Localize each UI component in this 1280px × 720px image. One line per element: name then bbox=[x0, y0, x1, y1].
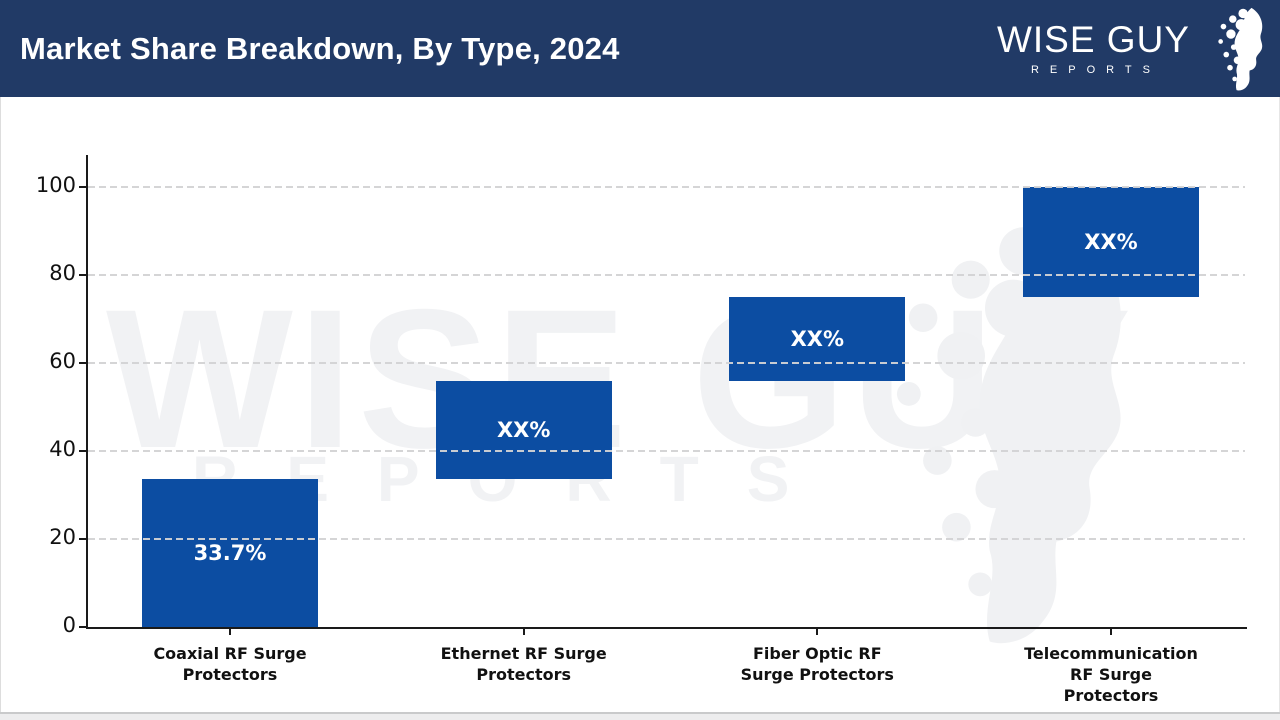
y-tick-mark bbox=[79, 362, 86, 364]
gridline bbox=[88, 362, 1245, 364]
bar-value-label: XX% bbox=[790, 326, 845, 351]
waterfall-bar: XX% bbox=[729, 297, 906, 381]
gridline bbox=[88, 450, 1245, 452]
y-tick-mark bbox=[79, 626, 86, 628]
x-tick-mark bbox=[229, 629, 231, 635]
y-tick-mark bbox=[79, 450, 86, 452]
x-axis-category-label: Ethernet RF Surge Protectors bbox=[440, 644, 607, 684]
y-tick-label: 0 bbox=[62, 613, 76, 637]
y-tick-label: 80 bbox=[49, 261, 76, 285]
x-tick-mark bbox=[522, 629, 525, 635]
x-tick-mark bbox=[816, 629, 819, 635]
y-tick-label: 60 bbox=[49, 349, 76, 373]
gridline bbox=[88, 538, 1245, 540]
plot-area: 0 20 40 60 80 100 33.7% Coaxial RF Surge Protect… bbox=[0, 97, 1280, 713]
x-axis-category-label: Fiber Optic RF Surge Protectors bbox=[740, 644, 894, 684]
page-title: Market Share Breakdown, By Type, 2024 bbox=[20, 30, 620, 66]
page-left-border bbox=[0, 97, 1, 713]
x-tick-mark bbox=[1110, 629, 1112, 635]
waterfall-bar: 33.7% bbox=[142, 478, 318, 627]
x-axis-line bbox=[86, 627, 1247, 629]
wiseguy-logo-subtext: REPORTS bbox=[1030, 64, 1161, 76]
wiseguy-logo-text: WISE GUY REPORTS bbox=[997, 21, 1190, 76]
chart-area: WISE GUY REPORTS 0 20 40 60 80 100 33.7% Coaxia… bbox=[0, 97, 1280, 713]
wiseguy-head-icon bbox=[1218, 7, 1263, 90]
x-axis-category-label: Telecommunication RF Surge Protectors bbox=[1024, 644, 1198, 705]
waterfall-bar: XX% bbox=[1023, 187, 1199, 297]
y-tick-label: 20 bbox=[49, 525, 76, 549]
wiseguy-logo: WISE GUY REPORTS bbox=[997, 6, 1268, 92]
y-tick-label: 100 bbox=[35, 173, 76, 197]
bar-value-label: XX% bbox=[496, 417, 551, 442]
y-tick-mark bbox=[79, 186, 86, 188]
y-tick-mark bbox=[79, 538, 86, 540]
x-axis-category-label: Coaxial RF Surge Protectors bbox=[153, 644, 307, 684]
bar-value-label: 33.7% bbox=[193, 540, 267, 565]
page-bottom-band bbox=[0, 714, 1280, 720]
watermark-head-icon bbox=[896, 222, 1121, 644]
y-tick-mark bbox=[79, 274, 86, 276]
y-tick-label: 40 bbox=[49, 437, 76, 461]
gridline bbox=[88, 186, 1245, 188]
page-bottom-divider bbox=[0, 712, 1280, 714]
header: Market Share Breakdown, By Type, 2024 WI… bbox=[0, 0, 1280, 97]
wiseguy-logo-wordmark: WISE GUY bbox=[996, 19, 1190, 60]
waterfall-bar: XX% bbox=[435, 380, 612, 479]
bar-value-label: XX% bbox=[1084, 230, 1138, 254]
y-axis-line bbox=[86, 155, 88, 629]
gridline bbox=[88, 274, 1245, 276]
